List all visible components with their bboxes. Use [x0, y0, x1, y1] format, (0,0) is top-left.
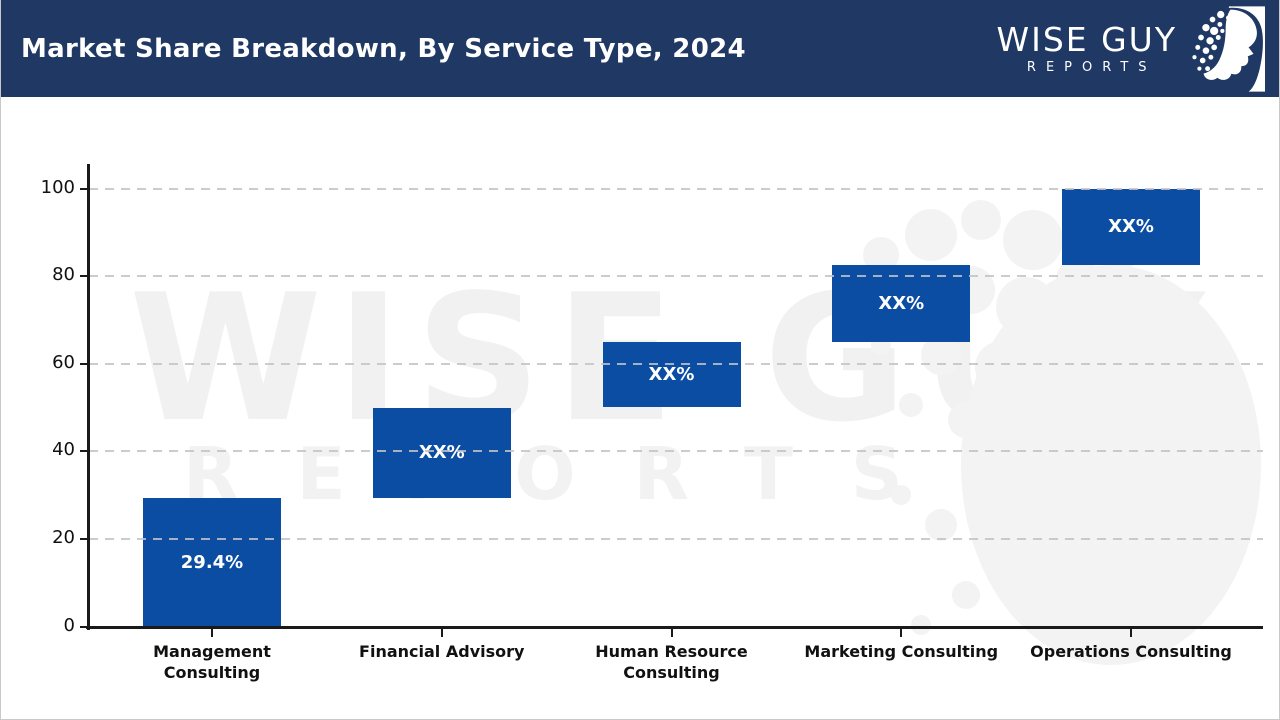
x-tick-mark: [211, 629, 213, 637]
y-tick-label: 80: [52, 264, 75, 286]
gridline: [89, 275, 1263, 278]
x-tick-mark: [670, 629, 673, 637]
x-tick-mark: [1130, 629, 1132, 637]
logo-subtext: REPORTS: [1026, 59, 1157, 75]
brand-logo-text: WISE GUY REPORTS: [996, 19, 1177, 75]
bar-segment: XX%: [602, 341, 741, 408]
y-tick-label: 100: [40, 176, 75, 198]
gridline: [89, 537, 1263, 540]
y-tick-mark: [80, 537, 89, 540]
logo-wordmark: WISE GUY: [996, 19, 1177, 59]
x-tick-mark: [900, 629, 903, 637]
y-tick-label: 20: [52, 526, 75, 548]
y-axis-line: [87, 164, 90, 630]
y-tick-label: 40: [52, 439, 75, 461]
bar-segment: 29.4%: [143, 497, 281, 627]
y-tick-label: 0: [63, 614, 75, 636]
bar-value-label: 29.4%: [180, 551, 244, 573]
y-tick-mark: [80, 450, 89, 453]
watermark-subtext: REPORTS: [183, 432, 961, 516]
x-category-label: Financial Advisory: [359, 641, 525, 661]
bar-segment: XX%: [372, 407, 511, 498]
gridline: [89, 450, 1263, 453]
y-tick-mark: [80, 187, 89, 190]
y-tick-mark: [80, 362, 89, 365]
gridline: [89, 362, 1263, 365]
header: Market Share Breakdown, By Service Type,…: [1, 0, 1279, 97]
y-tick-mark: [80, 625, 89, 628]
bar-value-label: XX%: [418, 442, 465, 464]
x-category-label: Marketing Consulting: [804, 641, 999, 661]
x-category-label: Management Consulting: [153, 641, 271, 682]
x-axis-line: [86, 626, 1263, 629]
bar-value-label: XX%: [1108, 216, 1154, 238]
x-category-label: Operations Consulting: [1030, 641, 1232, 661]
bar-segment: XX%: [832, 265, 971, 342]
brand-logo: WISE GUY REPORTS: [996, 5, 1265, 92]
y-tick-mark: [80, 275, 89, 278]
bar-value-label: XX%: [648, 364, 695, 386]
x-category-label: Human Resource Consulting: [595, 641, 748, 682]
x-tick-mark: [440, 629, 443, 637]
bar-segment: XX%: [1062, 188, 1200, 266]
y-tick-label: 60: [52, 351, 75, 373]
chart-title: Market Share Breakdown, By Service Type,…: [21, 33, 746, 64]
bar-value-label: XX%: [878, 292, 925, 314]
gridline: [89, 187, 1263, 190]
logo-face-icon: [1192, 5, 1265, 92]
